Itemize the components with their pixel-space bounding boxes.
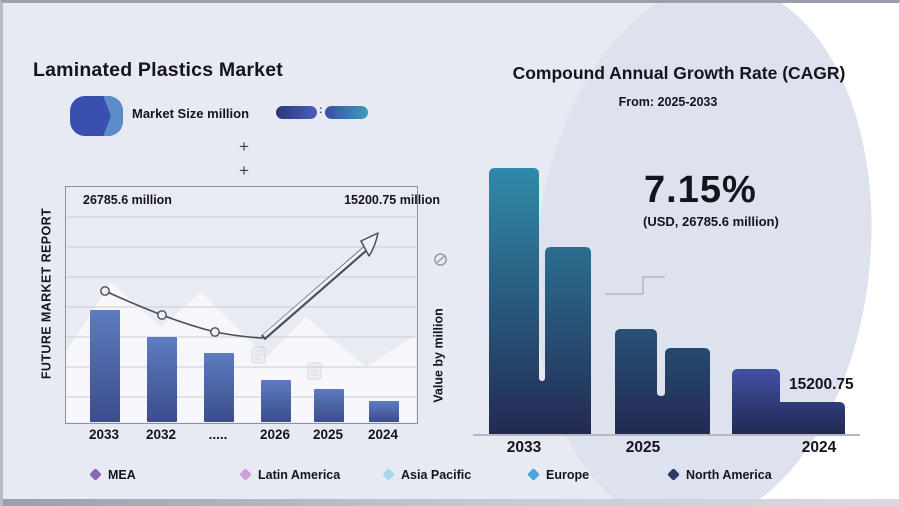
plus-mark-top: + (239, 137, 249, 156)
left-x-label-2: ..... (208, 427, 228, 442)
value-by-million-label: Value by million (431, 308, 446, 403)
left-x-label-4: 2025 (312, 427, 344, 442)
cagr-title: Compound Annual Growth Rate (CAGR) (512, 63, 846, 83)
cagr-bar-chart (473, 168, 860, 436)
market-size-chart-panel (65, 186, 418, 424)
right-x-label-1: 2025 (625, 439, 661, 456)
left-x-label-3: 2026 (259, 427, 291, 442)
plus-mark-bottom: + (239, 161, 249, 180)
page-title: Laminated Plastics Market (33, 59, 283, 81)
pill-colon: : (319, 105, 323, 116)
market-size-bar-chart (66, 216, 416, 422)
cagr-basis: (USD, 26785.6 million) (643, 214, 779, 229)
market-size-label: Market Size million (132, 106, 250, 121)
right-x-label-0: 2033 (506, 439, 542, 456)
annotation-15200: 15200.75 (789, 376, 854, 393)
future-market-report-label: FUTURE MARKET REPORT (39, 207, 54, 380)
circle-slash-icon (434, 253, 447, 266)
value-label-2024: 15200.75 million (344, 193, 440, 207)
cagr-period: From: 2025-2033 (618, 95, 718, 109)
legend-label: Latin America (258, 468, 341, 482)
left-x-label-5: 2024 (367, 427, 399, 442)
legend-diamond-icon (382, 468, 395, 481)
right-x-label-2: 2024 (801, 439, 837, 456)
left-x-label-0: 2033 (88, 427, 120, 442)
legend-diamond-icon (667, 468, 680, 481)
legend-diamond-icon (239, 468, 252, 481)
legend-diamond-icon (527, 468, 540, 481)
legend-label: MEA (108, 468, 136, 482)
gradient-pill-dark (276, 106, 317, 119)
legend-label: North America (686, 468, 772, 482)
gradient-pill-teal (325, 106, 368, 119)
value-label-2033: 26785.6 million (83, 193, 172, 207)
legend-diamond-icon (89, 468, 102, 481)
market-size-cylinder-icon (70, 96, 123, 136)
legend-label: Asia Pacific (401, 468, 472, 482)
cagr-value: 7.15% (644, 169, 757, 211)
bottom-frame-strip (3, 499, 899, 506)
legend-label: Europe (546, 468, 590, 482)
left-x-label-1: 2032 (145, 427, 177, 442)
cylinder-highlight (103, 96, 123, 136)
region-legend: MEA Latin America Asia Pacific Europe North … (3, 466, 899, 492)
